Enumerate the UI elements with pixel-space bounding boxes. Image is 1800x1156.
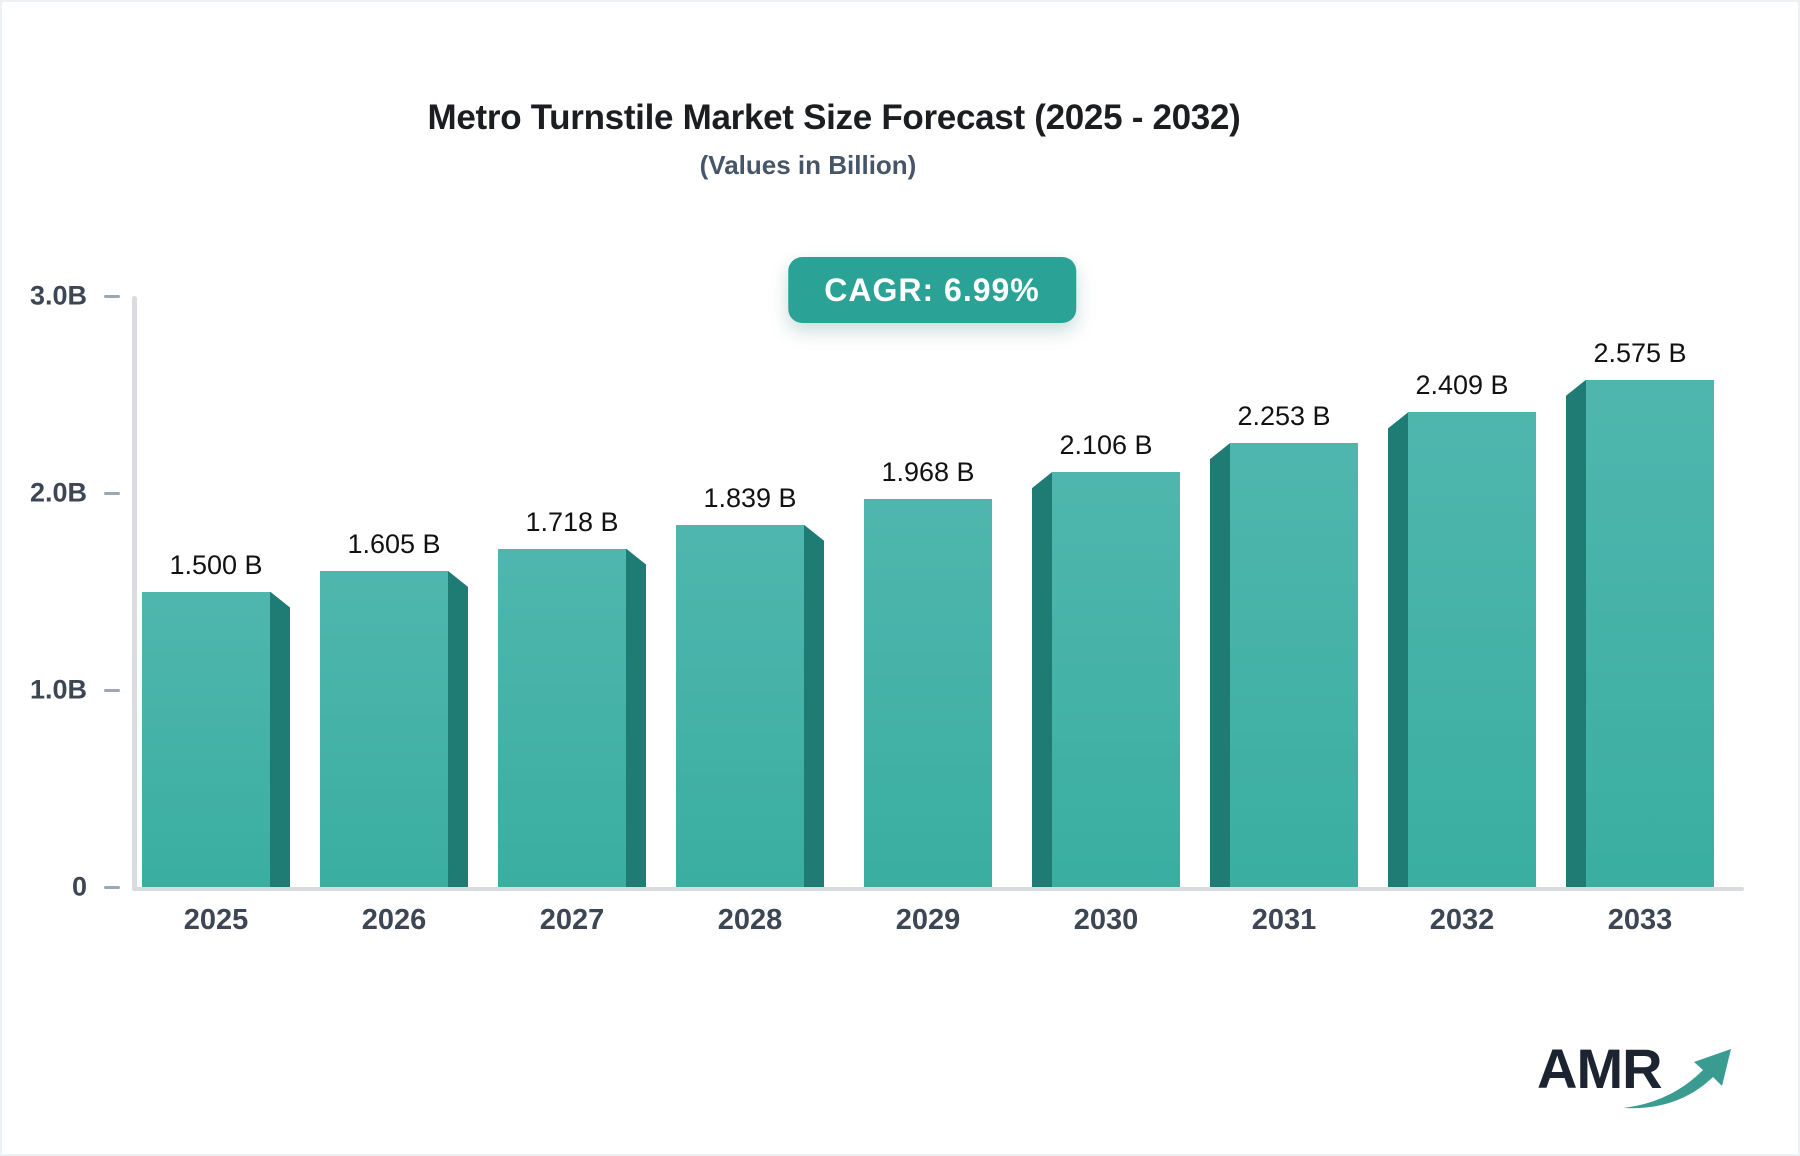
bar: [864, 499, 992, 887]
bar-value-label: 1.605 B: [347, 528, 441, 559]
bar-value-label: 2.409 B: [1415, 370, 1509, 401]
bar-3d-side: [1032, 472, 1052, 887]
bar-value-label: 1.718 B: [525, 506, 619, 537]
x-axis-label: 2028: [717, 904, 783, 936]
bar: [498, 548, 626, 887]
x-axis-line: [132, 887, 1744, 891]
y-axis-tick-label: 2.0B: [29, 477, 87, 508]
bar: [676, 524, 804, 887]
amr-logo-text: AMR: [1537, 1037, 1663, 1100]
bar-3d-side: [1210, 443, 1230, 887]
cagr-badge: CAGR: 6.99%: [788, 257, 1076, 323]
bar-3d-side: [448, 570, 468, 887]
x-axis-label: 2032: [1429, 904, 1495, 936]
bar-value-label: 2.253 B: [1237, 401, 1331, 432]
bar-3d-side: [1388, 412, 1408, 887]
y-axis-tick-label: 1.0B: [29, 674, 87, 705]
x-axis-label: 2025: [183, 904, 249, 936]
bar: [1586, 379, 1714, 887]
cagr-badge-label: CAGR: 6.99%: [824, 271, 1040, 308]
x-axis-label: 2030: [1073, 904, 1139, 936]
chart-subtitle: (Values in Billion): [699, 150, 917, 180]
y-axis-tick-mark: [104, 689, 120, 692]
bar: [1230, 443, 1358, 887]
x-axis-label: 2027: [539, 904, 605, 936]
bar-3d-side: [626, 548, 646, 887]
x-axis-label: 2033: [1607, 904, 1673, 936]
bar-value-label: 2.106 B: [1059, 430, 1153, 461]
bar: [1052, 472, 1180, 887]
bar: [142, 591, 270, 887]
x-axis-label: 2029: [895, 904, 961, 936]
bar-value-label: 1.500 B: [169, 549, 263, 580]
amr-logo: AMR: [1537, 1036, 1737, 1122]
growth-arrow-icon: [1623, 1049, 1731, 1109]
bar: [1408, 412, 1536, 887]
y-axis-tick-mark: [104, 886, 120, 889]
bar-value-label: 1.968 B: [881, 457, 975, 488]
y-axis-tick-mark: [104, 492, 120, 495]
bar-value-label: 1.839 B: [703, 482, 797, 513]
chart-title: Metro Turnstile Market Size Forecast (20…: [427, 98, 1241, 137]
bar-3d-side: [804, 524, 824, 887]
bar: [320, 570, 448, 887]
x-axis-label: 2031: [1251, 904, 1317, 936]
y-axis-tick-label: 3.0B: [29, 280, 87, 311]
bar-value-label: 2.575 B: [1593, 337, 1687, 368]
y-axis-tick-mark: [104, 295, 120, 298]
x-axis-label: 2026: [361, 904, 427, 936]
bar-3d-side: [270, 591, 290, 887]
y-axis-line: [132, 296, 137, 891]
y-axis-tick-label: 0: [71, 871, 87, 902]
bar-3d-side: [1566, 379, 1586, 887]
